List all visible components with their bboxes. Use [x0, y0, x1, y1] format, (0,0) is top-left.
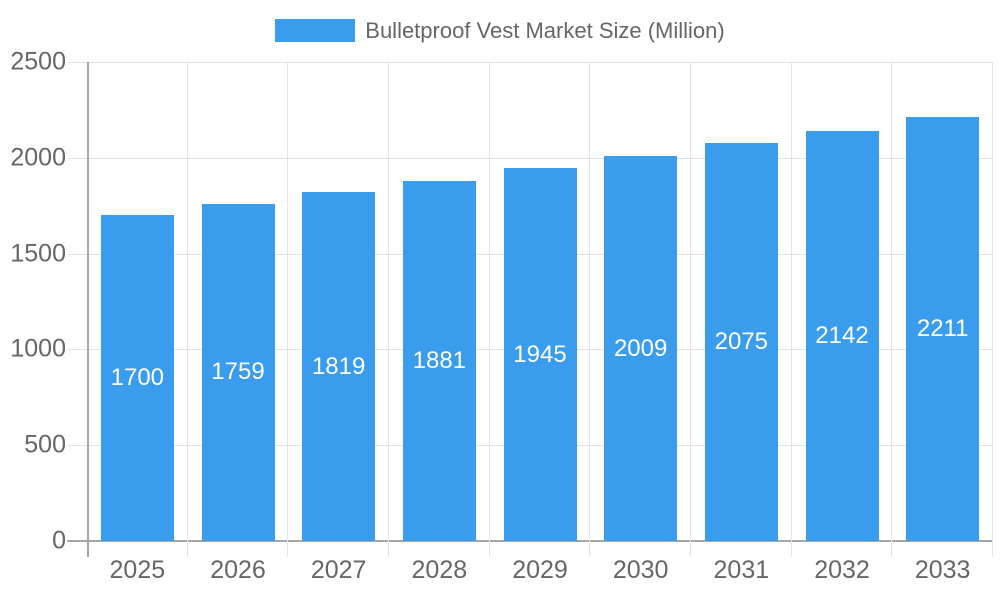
plot-area: 1700 1759 1819 1881 1945 2009 2075 2142 2211: [67, 62, 993, 557]
chart-legend: Bulletproof Vest Market Size (Million): [0, 19, 1000, 42]
bar: 1881: [402, 180, 476, 541]
x-tick-label: 2030: [612, 556, 669, 584]
v-gridline: [992, 62, 993, 557]
x-axis-line: [67, 540, 993, 542]
v-gridline: [690, 62, 691, 557]
bar: 2142: [805, 130, 879, 541]
bar-value-label: 1759: [211, 358, 265, 386]
v-gridline: [791, 62, 792, 557]
bar-value-label: 1881: [412, 346, 467, 374]
bar: 1819: [302, 192, 376, 541]
h-gridline: [67, 157, 993, 159]
v-gridline: [287, 62, 288, 557]
v-gridline: [187, 62, 188, 557]
h-gridline: [67, 62, 993, 63]
x-tick-label: 2033: [914, 556, 971, 584]
bar-value-label: 1945: [513, 340, 567, 368]
bar: 1945: [503, 168, 577, 541]
legend-color-swatch: [275, 19, 356, 42]
x-tick-label: 2029: [512, 556, 568, 584]
legend-label: Bulletproof Vest Market Size (Million): [365, 18, 725, 43]
bar: 2075: [704, 143, 778, 541]
bar: 2211: [906, 117, 980, 541]
legend-item[interactable]: Bulletproof Vest Market Size (Million): [275, 18, 725, 43]
v-gridline: [589, 62, 590, 557]
x-tick-label: 2025: [109, 556, 166, 584]
x-tick-label: 2027: [310, 556, 367, 584]
v-gridline: [891, 62, 892, 557]
v-gridline: [388, 62, 389, 557]
y-axis-line: [87, 62, 89, 557]
bar-value-label: 2211: [916, 315, 969, 343]
y-tick-label: 1500: [10, 239, 66, 268]
y-tick-label: 1000: [10, 334, 66, 363]
v-gridline: [489, 62, 490, 557]
x-tick-label: 2028: [411, 556, 468, 584]
bar-value-label: 1700: [110, 364, 165, 392]
y-tick-label: 0: [52, 526, 66, 555]
bar-value-label: 1819: [311, 352, 366, 380]
bar-value-label: 2075: [714, 328, 769, 356]
bar: 1700: [100, 215, 174, 541]
bar: 2009: [604, 156, 678, 541]
bar: 1759: [201, 203, 275, 541]
y-tick-label: 500: [24, 430, 66, 459]
x-tick-label: 2026: [210, 556, 266, 584]
bar-value-label: 2009: [613, 334, 668, 362]
x-tick-label: 2032: [814, 556, 870, 584]
bar-value-label: 2142: [815, 321, 869, 349]
y-tick-label: 2500: [10, 47, 66, 76]
x-tick-label: 2031: [713, 556, 770, 584]
y-tick-label: 2000: [10, 143, 66, 172]
